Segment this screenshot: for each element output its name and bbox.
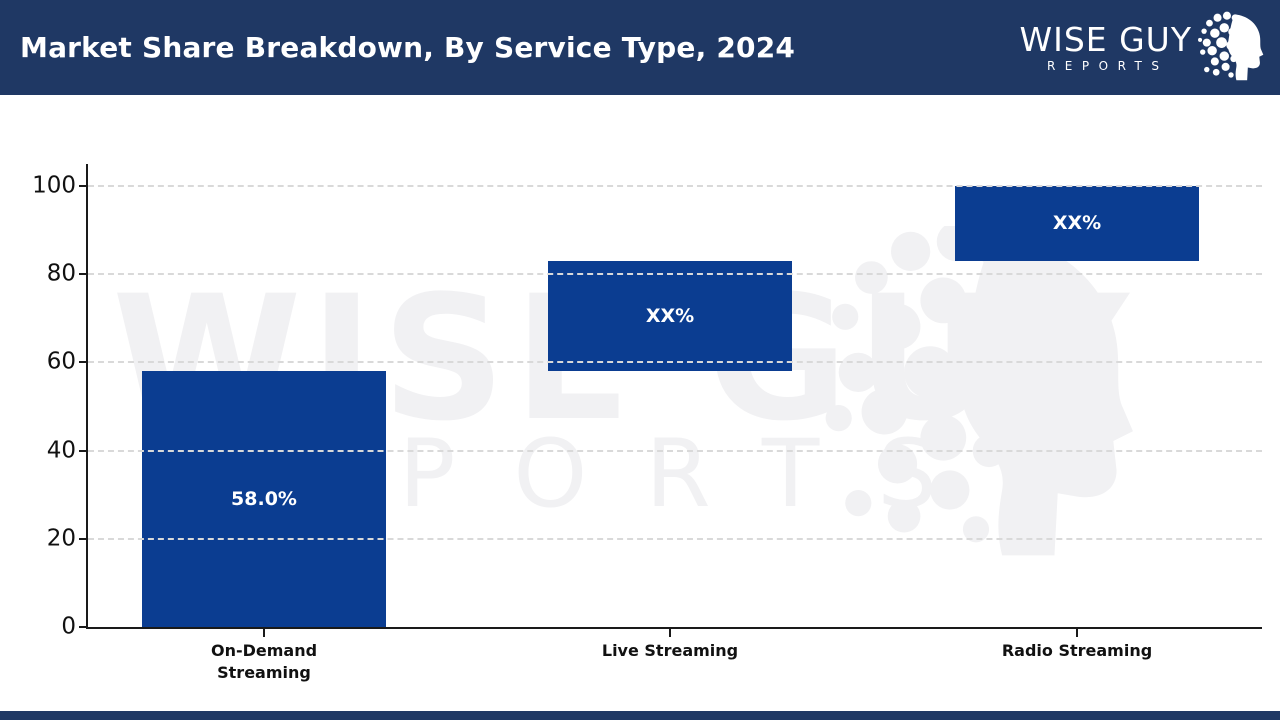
header-bar: Market Share Breakdown, By Service Type,… bbox=[0, 0, 1280, 95]
x-tick-mark bbox=[1076, 629, 1078, 637]
x-tick-label: On-Demand Streaming bbox=[210, 641, 318, 682]
footer-bar bbox=[0, 711, 1280, 720]
x-tick-label: Live Streaming bbox=[601, 641, 739, 660]
x-tick-mark bbox=[263, 629, 265, 637]
x-tick-label: Radio Streaming bbox=[1001, 641, 1153, 660]
logo-subtitle: REPORTS bbox=[1046, 58, 1169, 73]
gridline bbox=[88, 273, 1262, 276]
logo-wordmark: WISE GUY bbox=[1019, 20, 1192, 60]
y-tick-label: 80 bbox=[46, 260, 76, 287]
watermark-head-graphic bbox=[815, 226, 1133, 556]
logo-text: WISE GUY REPORTS bbox=[1019, 23, 1192, 73]
y-tick-mark bbox=[79, 626, 88, 628]
logo-head-icon bbox=[1198, 11, 1264, 81]
y-tick-label: 0 bbox=[61, 613, 76, 640]
gridline bbox=[88, 185, 1262, 187]
y-tick-mark bbox=[79, 537, 88, 540]
logo: WISE GUY REPORTS bbox=[1019, 8, 1266, 88]
y-tick-label: 40 bbox=[46, 437, 76, 464]
y-tick-mark bbox=[79, 273, 88, 276]
plot-area: 58.0% XX% XX% 0 20 40 60 80 100 On-Demand Streami… bbox=[0, 95, 1280, 712]
bar-value-label: XX% bbox=[645, 305, 695, 328]
y-tick-label: 60 bbox=[46, 348, 76, 375]
bar bbox=[955, 186, 1199, 261]
bar bbox=[142, 371, 386, 627]
y-axis-line bbox=[86, 164, 88, 629]
bar bbox=[548, 260, 792, 372]
x-axis-line bbox=[86, 627, 1262, 629]
gridline bbox=[88, 361, 1262, 364]
y-tick-mark bbox=[79, 361, 88, 364]
y-tick-mark bbox=[79, 185, 88, 187]
bar-value-label: 58.0% bbox=[231, 488, 297, 511]
gridline bbox=[88, 449, 1262, 452]
gridline bbox=[88, 537, 1262, 540]
x-tick-mark bbox=[669, 629, 671, 637]
page-title: Market Share Breakdown, By Service Type,… bbox=[20, 31, 796, 64]
bar-value-label: XX% bbox=[1052, 212, 1102, 235]
y-tick-mark bbox=[79, 449, 88, 452]
y-tick-label: 20 bbox=[46, 525, 76, 552]
y-tick-label: 100 bbox=[32, 172, 76, 199]
